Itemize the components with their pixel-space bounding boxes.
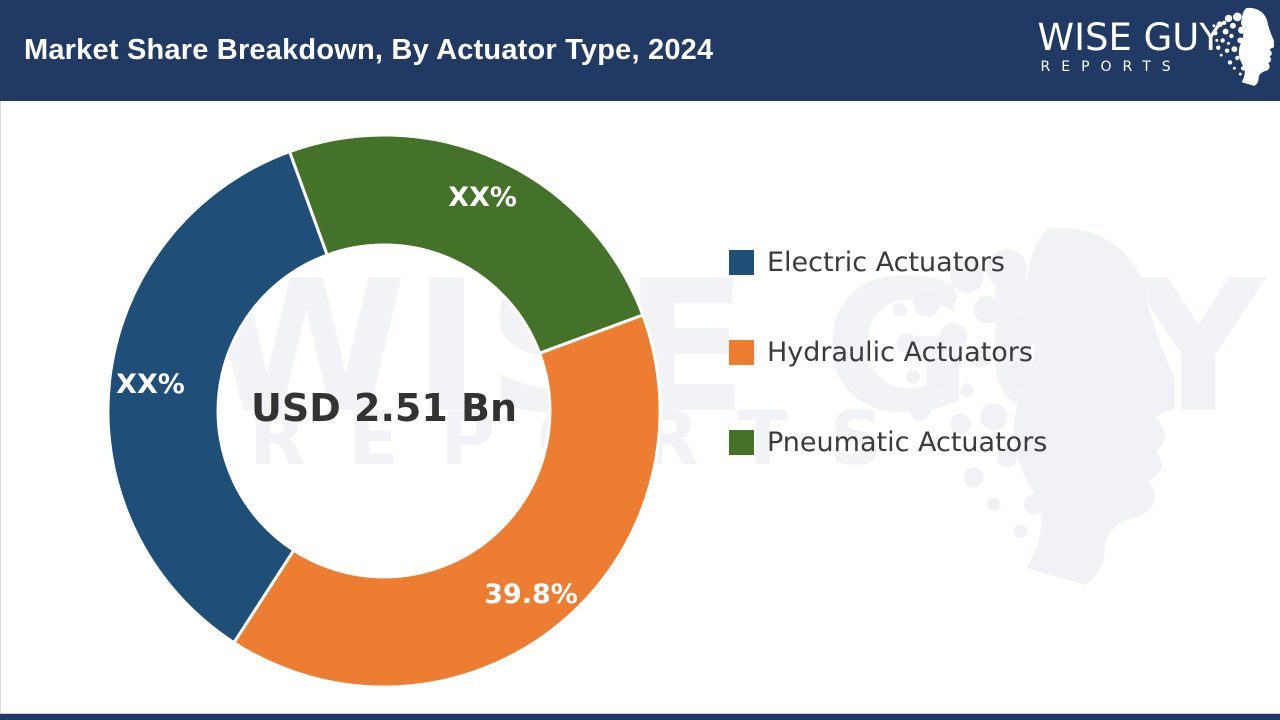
donut-slice-pneumatic-actuators <box>288 133 645 355</box>
slice-label-pneumatic-actuators: XX% <box>448 182 517 213</box>
logo-text-block: WISE GUY REPORTS <box>1037 16 1222 75</box>
page-title: Market Share Breakdown, By Actuator Type… <box>24 34 714 66</box>
legend-label: Electric Actuators <box>767 246 1005 278</box>
legend-label: Hydraulic Actuators <box>767 336 1033 368</box>
chart-area: WISE GUY REPORTS XX%39.8%XX% USD 2.51 Bn… <box>0 101 1280 714</box>
footer-bar <box>0 713 1280 720</box>
logo-wordmark: WISE GUY <box>1037 16 1222 60</box>
legend-item-electric-actuators: Electric Actuators <box>729 248 1047 276</box>
legend-item-pneumatic-actuators: Pneumatic Actuators <box>729 428 1047 456</box>
logo-subtitle: REPORTS <box>1040 58 1182 75</box>
chart-legend: Electric Actuators Hydraulic Actuators P… <box>729 248 1047 518</box>
legend-swatch-hydraulic <box>729 339 754 365</box>
legend-swatch-electric <box>729 249 754 275</box>
donut-slice-hydraulic-actuators <box>232 313 662 689</box>
slice-label-hydraulic-actuators: 39.8% <box>484 579 578 610</box>
wiseguy-logo: WISE GUY REPORTS <box>1038 4 1274 90</box>
donut-center-value: USD 2.51 Bn <box>251 386 517 430</box>
legend-swatch-pneumatic <box>729 429 754 455</box>
slice-label-electric-actuators: XX% <box>116 369 185 400</box>
legend-item-hydraulic-actuators: Hydraulic Actuators <box>729 338 1047 366</box>
legend-label: Pneumatic Actuators <box>767 426 1048 458</box>
donut-slice-electric-actuators <box>106 150 329 645</box>
header-bar: Market Share Breakdown, By Actuator Type… <box>0 0 1280 101</box>
